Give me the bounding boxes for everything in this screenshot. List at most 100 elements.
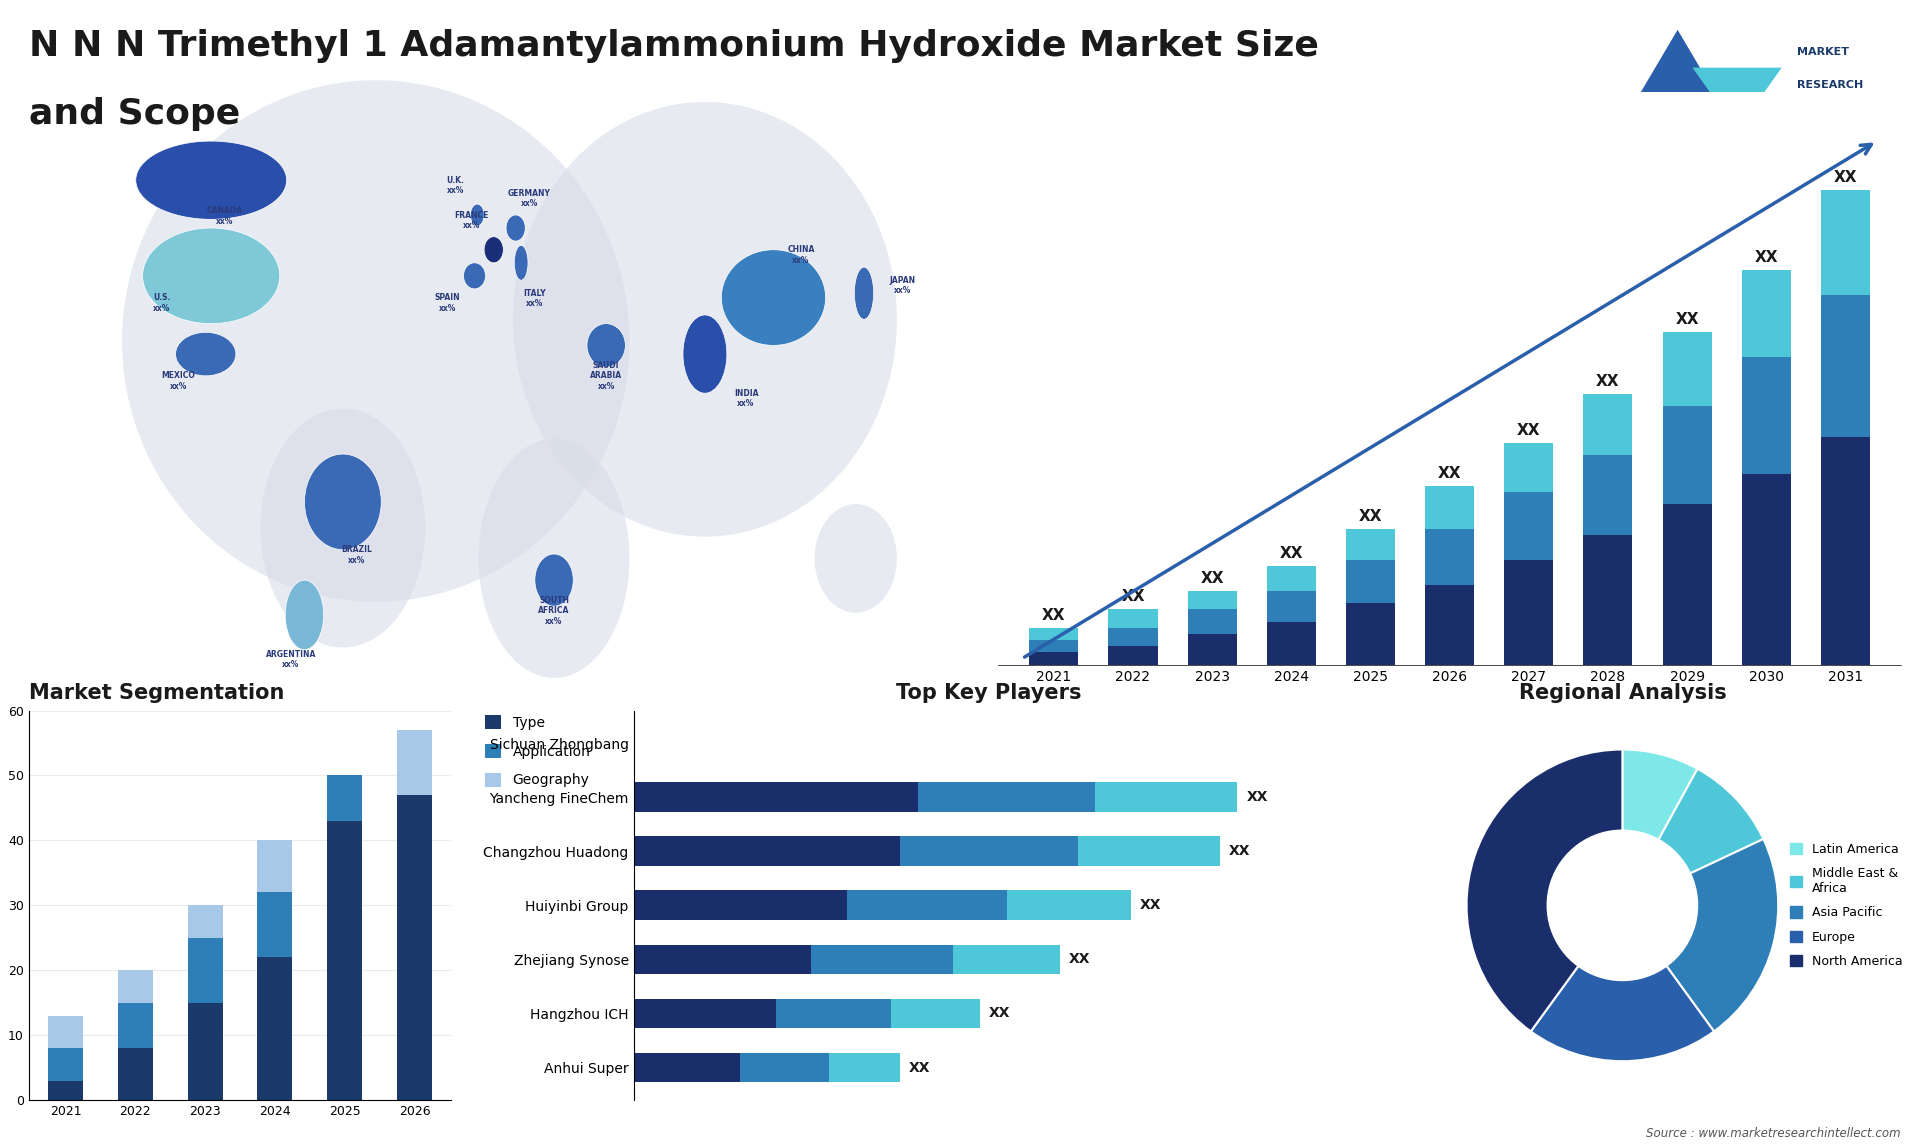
Bar: [257, 840, 292, 893]
Bar: [1663, 332, 1711, 406]
Legend: Latin America, Middle East &
Africa, Asia Pacific, Europe, North America: Latin America, Middle East & Africa, Asi…: [1784, 838, 1908, 973]
Bar: [1741, 356, 1791, 473]
Text: FRANCE
xx%: FRANCE xx%: [455, 211, 490, 230]
Bar: [741, 1053, 829, 1083]
Bar: [1425, 529, 1475, 584]
Bar: [1108, 646, 1158, 665]
Bar: [1029, 639, 1079, 652]
Polygon shape: [1619, 30, 1738, 131]
Bar: [1820, 295, 1870, 437]
Text: XX: XX: [1596, 374, 1620, 388]
Text: XX: XX: [1359, 509, 1382, 524]
Bar: [117, 1003, 154, 1049]
Ellipse shape: [722, 250, 826, 345]
Bar: [188, 1003, 223, 1100]
Wedge shape: [1622, 749, 1697, 840]
Bar: [48, 1015, 83, 1049]
Ellipse shape: [588, 323, 626, 367]
Bar: [1346, 560, 1396, 603]
Text: XX: XX: [1755, 251, 1778, 266]
Title: Regional Analysis: Regional Analysis: [1519, 683, 1726, 704]
Bar: [188, 905, 223, 937]
Bar: [1188, 590, 1236, 610]
Bar: [634, 1053, 741, 1083]
Bar: [1094, 783, 1238, 813]
Bar: [1425, 584, 1475, 665]
Polygon shape: [1692, 68, 1782, 131]
Ellipse shape: [513, 102, 897, 536]
Wedge shape: [1667, 839, 1778, 1031]
Circle shape: [1548, 831, 1697, 980]
Text: XX: XX: [1200, 571, 1223, 586]
Bar: [1267, 590, 1315, 621]
Ellipse shape: [463, 262, 486, 289]
Ellipse shape: [507, 215, 526, 241]
Text: XX: XX: [1834, 171, 1857, 186]
Ellipse shape: [123, 80, 630, 602]
Legend: Type, Application, Geography: Type, Application, Geography: [480, 709, 595, 793]
Ellipse shape: [536, 554, 574, 606]
Bar: [952, 944, 1060, 974]
Bar: [1584, 393, 1632, 455]
Ellipse shape: [684, 315, 728, 393]
Bar: [1077, 837, 1219, 866]
Bar: [1267, 621, 1315, 665]
Text: Source : www.marketresearchintellect.com: Source : www.marketresearchintellect.com: [1645, 1128, 1901, 1140]
Bar: [1006, 890, 1131, 920]
Text: ITALY
xx%: ITALY xx%: [524, 289, 545, 308]
Text: CHINA
xx%: CHINA xx%: [787, 245, 814, 265]
Text: INTELLECT: INTELLECT: [1797, 113, 1862, 123]
Text: GERMANY
xx%: GERMANY xx%: [509, 189, 551, 209]
Ellipse shape: [814, 504, 897, 613]
Bar: [1503, 560, 1553, 665]
Ellipse shape: [484, 237, 503, 262]
Bar: [48, 1049, 83, 1081]
Text: XX: XX: [1246, 791, 1267, 804]
Bar: [829, 1053, 900, 1083]
Bar: [891, 998, 979, 1028]
Ellipse shape: [261, 408, 424, 647]
Bar: [1741, 473, 1791, 665]
Text: SAUDI
ARABIA
xx%: SAUDI ARABIA xx%: [589, 361, 622, 391]
Bar: [634, 998, 776, 1028]
Bar: [634, 890, 847, 920]
Text: SOUTH
AFRICA
xx%: SOUTH AFRICA xx%: [538, 596, 570, 626]
Bar: [918, 783, 1094, 813]
Bar: [1346, 603, 1396, 665]
Bar: [1503, 442, 1553, 492]
Ellipse shape: [286, 580, 324, 650]
Bar: [1425, 486, 1475, 529]
Ellipse shape: [175, 332, 236, 376]
Wedge shape: [1467, 749, 1622, 1031]
Text: INDIA
xx%: INDIA xx%: [733, 388, 758, 408]
Bar: [900, 837, 1077, 866]
Bar: [634, 837, 900, 866]
Ellipse shape: [142, 228, 280, 323]
Bar: [117, 1049, 154, 1100]
Bar: [1346, 529, 1396, 560]
Bar: [326, 776, 363, 821]
Ellipse shape: [136, 141, 286, 219]
Bar: [1820, 190, 1870, 295]
Text: U.K.
xx%: U.K. xx%: [445, 175, 465, 195]
Text: JAPAN
xx%: JAPAN xx%: [889, 276, 916, 296]
Text: XX: XX: [1121, 589, 1144, 604]
Text: XX: XX: [1279, 547, 1304, 562]
Bar: [188, 937, 223, 1003]
Text: RESEARCH: RESEARCH: [1797, 80, 1862, 91]
Bar: [1663, 406, 1711, 504]
Text: Market Segmentation: Market Segmentation: [29, 683, 284, 704]
Bar: [1029, 652, 1079, 665]
Bar: [1584, 455, 1632, 535]
Wedge shape: [1530, 966, 1715, 1061]
Ellipse shape: [478, 439, 630, 678]
Text: SPAIN
xx%: SPAIN xx%: [434, 293, 461, 313]
Bar: [634, 783, 918, 813]
Bar: [1741, 270, 1791, 356]
Bar: [397, 730, 432, 795]
Text: XX: XX: [1229, 845, 1250, 858]
Text: XX: XX: [989, 1006, 1010, 1020]
Text: XX: XX: [1676, 312, 1699, 327]
Bar: [257, 893, 292, 957]
Ellipse shape: [470, 204, 484, 226]
